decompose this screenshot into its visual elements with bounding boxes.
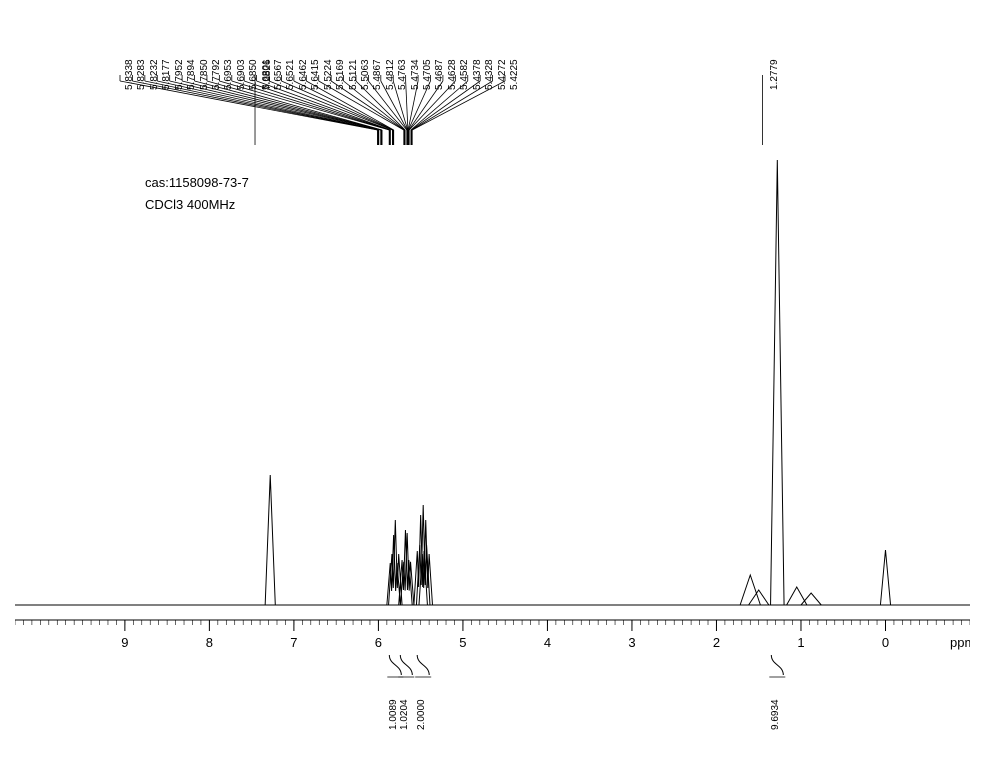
svg-text:4: 4: [544, 635, 551, 650]
spectrum-plot: [15, 145, 970, 610]
svg-text:1: 1: [797, 635, 804, 650]
integral-svg: [15, 655, 970, 755]
peak-tree-region: [0, 75, 985, 145]
integral-value-label: 9.6934: [770, 699, 781, 730]
spectrum-svg: [15, 145, 970, 610]
integral-value-label: 1.0204: [399, 699, 410, 730]
svg-text:3: 3: [628, 635, 635, 650]
axis-svg: 9 8 7 6 5 4 3 2 1 0 ppm: [15, 615, 970, 655]
x-axis: 9 8 7 6 5 4 3 2 1 0 ppm: [15, 615, 970, 655]
svg-text:6: 6: [375, 635, 382, 650]
svg-text:9: 9: [121, 635, 128, 650]
svg-text:7: 7: [290, 635, 297, 650]
svg-text:2: 2: [713, 635, 720, 650]
svg-text:ppm: ppm: [950, 635, 970, 650]
svg-text:5: 5: [459, 635, 466, 650]
integral-region: 1.00891.0204 2.0000 9.6934: [15, 655, 970, 755]
svg-text:0: 0: [882, 635, 889, 650]
integral-value-label: 2.0000: [416, 699, 427, 730]
integral-value-label: 1.0089: [388, 699, 399, 730]
svg-text:8: 8: [206, 635, 213, 650]
peak-tree-svg: [0, 75, 985, 145]
